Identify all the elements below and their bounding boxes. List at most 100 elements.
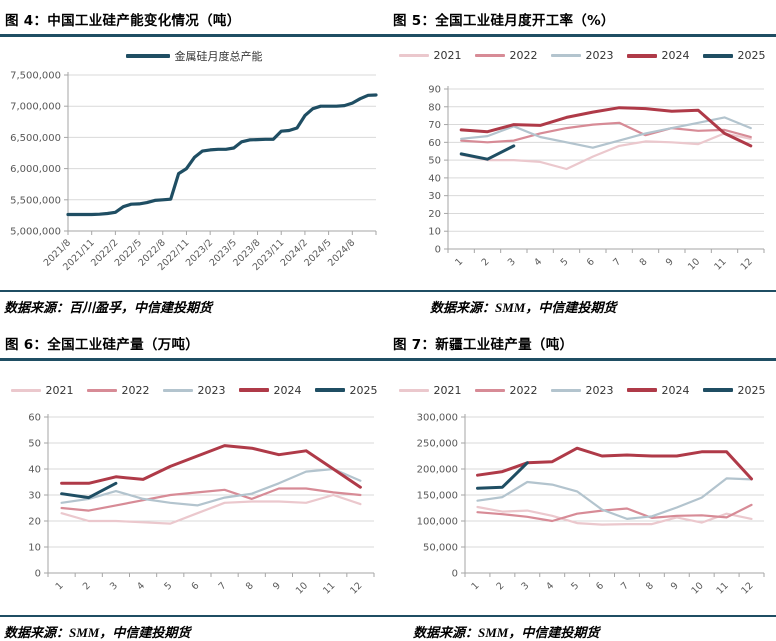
x-tick-label: 5	[569, 580, 581, 592]
legend-label: 2025	[737, 49, 766, 63]
legend-item-2021: 2021	[398, 384, 462, 397]
legend-swatch	[550, 54, 581, 58]
series-line-金属硅月度总产能	[66, 92, 378, 216]
y-tick-label: 200,000	[417, 465, 458, 476]
legend-item-2022: 2022	[86, 383, 150, 397]
y-tick-label: 20	[28, 517, 41, 528]
legend-item-2024: 2024	[626, 383, 690, 397]
series-line-2022	[460, 121, 752, 143]
x-tick-label: 4	[532, 256, 544, 268]
data-source-fig4: 数据来源：百川盈孚，中信建投期货	[4, 300, 213, 315]
figure-title-fig5: 图 5：全国工业硅月度开工率（%）	[393, 13, 615, 29]
legend-item-2025: 2025	[314, 383, 378, 397]
series-line-2024	[459, 105, 753, 147]
y-tick-label: 30	[28, 491, 41, 502]
x-tick-label: 11	[321, 580, 337, 596]
y-tick-label: 90	[428, 84, 441, 95]
x-tick-label: 8	[644, 580, 656, 592]
series-line-2021	[476, 505, 753, 526]
legend-swatch	[398, 388, 429, 392]
figure-title-fig6: 图 6：全国工业硅产量（万吨）	[5, 337, 200, 353]
panel-fig6: 图 6：全国工业硅产量（万吨） 2021 2022 2023 2024 2025 0 10…	[0, 324, 388, 641]
x-tick-label: 3	[519, 580, 531, 592]
y-tick-label: 0	[452, 569, 458, 580]
legend-label: 2024	[661, 383, 690, 397]
y-tick-label: 250,000	[417, 439, 458, 450]
legend-swatch	[474, 54, 505, 58]
x-tick-label: 9	[669, 580, 681, 592]
line-chart-capacity: 5,000,000 5,500,000 6,000,000 6,500,000 7,00…	[10, 70, 378, 273]
y-tick-label: 60	[428, 137, 441, 148]
legend-swatch	[474, 388, 505, 392]
title-rule	[388, 34, 776, 37]
y-tick-label: 5,500,000	[10, 195, 61, 206]
x-tick-label: 4	[135, 580, 147, 592]
legend-swatch	[626, 53, 657, 58]
legend-item-金属硅月度总产能: 金属硅月度总产能	[125, 48, 263, 64]
y-tick-label: 100,000	[417, 517, 458, 528]
legend-item-2023: 2023	[550, 49, 614, 63]
panel-fig5: 图 5：全国工业硅月度开工率（%） 2021 2022 2023 2024 2025 0…	[388, 0, 776, 316]
legend-item-2022: 2022	[474, 49, 538, 63]
x-tick-label: 6	[585, 256, 597, 268]
series-line-2025	[476, 461, 529, 490]
footer-rule	[0, 289, 388, 292]
panel-fig7: 图 7：新疆工业硅产量（吨） 2021 2022 2023 2024 2025 0 50,…	[388, 324, 776, 641]
chart-legend-fig6: 2021 2022 2023 2024 2025	[0, 377, 388, 403]
data-source-fig6: 数据来源：SMM，中信建投期货	[4, 625, 191, 640]
legend-item-2021: 2021	[398, 49, 462, 63]
chart-legend-fig7: 2021 2022 2023 2024 2025	[388, 377, 776, 403]
series-line-2023	[460, 115, 752, 149]
footer-rule	[0, 614, 388, 617]
legend-label: 2022	[509, 49, 538, 63]
x-tick-label: 11	[714, 580, 730, 596]
y-tick-label: 0	[35, 569, 41, 580]
legend-item-2023: 2023	[162, 383, 226, 397]
y-tick-label: 50	[28, 439, 41, 450]
legend-label: 2025	[349, 383, 378, 397]
legend-label: 2024	[273, 383, 302, 397]
legend-label: 2021	[433, 49, 462, 63]
x-tick-label: 2	[480, 256, 492, 268]
legend-item-2023: 2023	[550, 384, 614, 397]
x-tick-label: 3	[108, 580, 120, 592]
y-tick-label: 20	[428, 209, 441, 220]
x-tick-label: 7	[611, 256, 623, 268]
legend-swatch	[702, 388, 733, 392]
x-tick-label: 8	[244, 580, 256, 592]
y-tick-label: 7,000,000	[10, 101, 61, 112]
legend-item-2025: 2025	[702, 49, 766, 63]
series-line-2021	[60, 493, 362, 525]
data-source-fig7: 数据来源：SMM，中信建投期货	[413, 625, 600, 640]
legend-label: 2022	[121, 383, 150, 397]
y-tick-label: 5,000,000	[10, 226, 61, 237]
legend-swatch	[10, 388, 41, 392]
x-tick-label: 3	[506, 256, 518, 268]
chart-legend-fig4: 金属硅月度总产能	[0, 43, 388, 69]
x-tick-label: 2024/8	[326, 237, 357, 268]
legend-swatch	[162, 388, 193, 392]
y-tick-label: 150,000	[417, 491, 458, 502]
x-tick-label: 12	[348, 580, 364, 596]
legend-swatch	[86, 388, 117, 392]
series-line-2025	[459, 143, 516, 161]
legend-label: 2023	[197, 383, 226, 397]
y-tick-label: 70	[428, 120, 441, 131]
legend-swatch	[125, 53, 170, 58]
x-tick-label: 10	[686, 256, 702, 272]
y-tick-label: 10	[28, 543, 41, 554]
y-tick-label: 50,000	[423, 543, 458, 554]
series-line-2023	[476, 477, 753, 521]
x-tick-label: 12	[739, 580, 755, 596]
legend-item-2024: 2024	[626, 49, 690, 62]
legend-label: 2023	[585, 49, 614, 63]
y-tick-label: 300,000	[417, 413, 458, 424]
legend-swatch	[550, 388, 581, 392]
series-line-2023	[60, 467, 362, 507]
y-tick-label: 80	[428, 102, 441, 113]
y-tick-label: 10	[428, 226, 441, 237]
footer-rule	[388, 289, 776, 292]
chart-legend-fig5: 2021 2022 2023 2024 2025	[388, 43, 776, 69]
